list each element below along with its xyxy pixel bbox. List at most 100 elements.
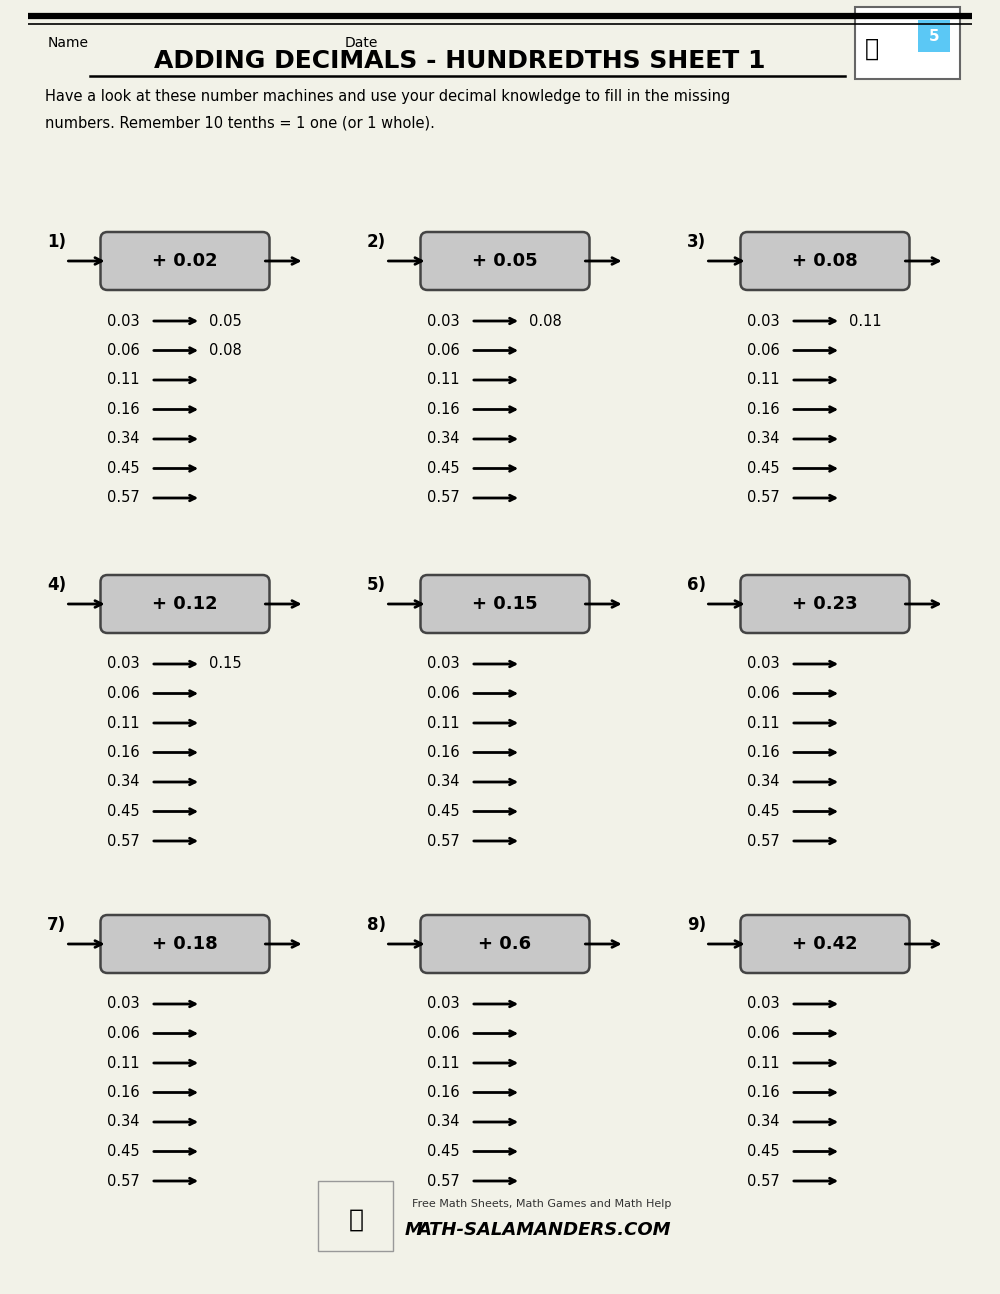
Text: 0.06: 0.06 bbox=[747, 343, 780, 358]
Text: + 0.08: + 0.08 bbox=[792, 252, 858, 270]
FancyBboxPatch shape bbox=[740, 232, 909, 290]
FancyBboxPatch shape bbox=[918, 19, 950, 52]
Text: 🦒: 🦒 bbox=[349, 1209, 364, 1232]
Text: 0.16: 0.16 bbox=[747, 402, 780, 417]
Text: 0.11: 0.11 bbox=[427, 716, 460, 731]
FancyBboxPatch shape bbox=[740, 575, 909, 633]
Text: Free Math Sheets, Math Games and Math Help: Free Math Sheets, Math Games and Math He… bbox=[412, 1200, 671, 1209]
Text: 0.06: 0.06 bbox=[107, 686, 140, 701]
Text: 0.34: 0.34 bbox=[747, 431, 780, 446]
Text: 0.34: 0.34 bbox=[427, 775, 459, 789]
Text: 0.03: 0.03 bbox=[427, 313, 460, 329]
Text: + 0.02: + 0.02 bbox=[152, 252, 218, 270]
Text: 0.34: 0.34 bbox=[747, 1114, 780, 1130]
Text: 0.03: 0.03 bbox=[427, 656, 460, 672]
Text: 0.16: 0.16 bbox=[427, 1084, 460, 1100]
FancyBboxPatch shape bbox=[318, 1181, 393, 1251]
Text: 4): 4) bbox=[47, 576, 66, 594]
Text: 0.11: 0.11 bbox=[747, 373, 780, 387]
Text: 0.03: 0.03 bbox=[427, 996, 460, 1012]
Text: 0.06: 0.06 bbox=[427, 1026, 460, 1040]
Text: 0.16: 0.16 bbox=[427, 402, 460, 417]
Text: 0.45: 0.45 bbox=[107, 1144, 140, 1159]
Text: 5: 5 bbox=[929, 28, 939, 44]
Text: 0.34: 0.34 bbox=[427, 431, 459, 446]
Text: M: M bbox=[405, 1222, 423, 1238]
Text: 0.45: 0.45 bbox=[107, 461, 140, 476]
Text: 0.11: 0.11 bbox=[107, 716, 140, 731]
Text: 0.34: 0.34 bbox=[107, 431, 140, 446]
Text: 0.06: 0.06 bbox=[747, 686, 780, 701]
Text: 0.16: 0.16 bbox=[427, 745, 460, 760]
Text: 0.45: 0.45 bbox=[747, 804, 780, 819]
Text: 0.16: 0.16 bbox=[107, 1084, 140, 1100]
Text: 0.11: 0.11 bbox=[107, 373, 140, 387]
Text: + 0.12: + 0.12 bbox=[152, 595, 218, 613]
Text: 0.34: 0.34 bbox=[107, 1114, 140, 1130]
Text: + 0.6: + 0.6 bbox=[478, 936, 532, 952]
Text: 0.11: 0.11 bbox=[427, 373, 460, 387]
Text: 0.16: 0.16 bbox=[747, 745, 780, 760]
Text: 0.57: 0.57 bbox=[427, 490, 460, 506]
Text: 5): 5) bbox=[367, 576, 386, 594]
Text: Name: Name bbox=[48, 36, 89, 50]
Text: 0.03: 0.03 bbox=[107, 313, 140, 329]
FancyBboxPatch shape bbox=[740, 915, 909, 973]
Text: 0.03: 0.03 bbox=[107, 656, 140, 672]
Text: 0.34: 0.34 bbox=[107, 775, 140, 789]
Text: + 0.15: + 0.15 bbox=[472, 595, 538, 613]
FancyBboxPatch shape bbox=[420, 915, 590, 973]
Text: 0.45: 0.45 bbox=[747, 1144, 780, 1159]
Text: 0.06: 0.06 bbox=[427, 343, 460, 358]
Text: 0.57: 0.57 bbox=[107, 1174, 140, 1188]
Text: 0.34: 0.34 bbox=[747, 775, 780, 789]
Text: Have a look at these number machines and use your decimal knowledge to fill in t: Have a look at these number machines and… bbox=[45, 89, 730, 104]
Text: 0.57: 0.57 bbox=[107, 490, 140, 506]
Text: 🦒: 🦒 bbox=[865, 38, 879, 61]
Text: 3): 3) bbox=[687, 233, 706, 251]
FancyBboxPatch shape bbox=[855, 6, 960, 79]
Text: 0.57: 0.57 bbox=[747, 490, 780, 506]
Text: 0.06: 0.06 bbox=[107, 1026, 140, 1040]
Text: 0.06: 0.06 bbox=[107, 343, 140, 358]
Text: 0.03: 0.03 bbox=[747, 996, 780, 1012]
Text: 0.06: 0.06 bbox=[427, 686, 460, 701]
Text: 0.57: 0.57 bbox=[427, 833, 460, 849]
Text: + 0.42: + 0.42 bbox=[792, 936, 858, 952]
Text: 0.15: 0.15 bbox=[209, 656, 242, 672]
Text: 0.16: 0.16 bbox=[747, 1084, 780, 1100]
Text: 0.45: 0.45 bbox=[427, 1144, 460, 1159]
FancyBboxPatch shape bbox=[101, 915, 270, 973]
Text: Date: Date bbox=[345, 36, 378, 50]
Text: 0.03: 0.03 bbox=[747, 313, 780, 329]
FancyBboxPatch shape bbox=[101, 232, 270, 290]
Text: 0.45: 0.45 bbox=[427, 804, 460, 819]
FancyBboxPatch shape bbox=[420, 575, 590, 633]
Text: numbers. Remember 10 tenths = 1 one (or 1 whole).: numbers. Remember 10 tenths = 1 one (or … bbox=[45, 116, 435, 131]
Text: 0.57: 0.57 bbox=[747, 833, 780, 849]
Text: 0.16: 0.16 bbox=[107, 745, 140, 760]
Text: 0.45: 0.45 bbox=[747, 461, 780, 476]
Text: 2): 2) bbox=[367, 233, 386, 251]
Text: 0.45: 0.45 bbox=[107, 804, 140, 819]
Text: + 0.05: + 0.05 bbox=[472, 252, 538, 270]
Text: 0.06: 0.06 bbox=[747, 1026, 780, 1040]
Text: 0.57: 0.57 bbox=[427, 1174, 460, 1188]
Text: 0.11: 0.11 bbox=[849, 313, 882, 329]
FancyBboxPatch shape bbox=[101, 575, 270, 633]
Text: 0.05: 0.05 bbox=[209, 313, 242, 329]
Text: 0.45: 0.45 bbox=[427, 461, 460, 476]
Text: 7): 7) bbox=[47, 916, 66, 934]
Text: 8): 8) bbox=[367, 916, 386, 934]
Text: 0.57: 0.57 bbox=[107, 833, 140, 849]
Text: 0.08: 0.08 bbox=[529, 313, 562, 329]
Text: + 0.23: + 0.23 bbox=[792, 595, 858, 613]
Text: 6): 6) bbox=[687, 576, 706, 594]
Text: 0.34: 0.34 bbox=[427, 1114, 459, 1130]
FancyBboxPatch shape bbox=[420, 232, 590, 290]
Text: ATH-SALAMANDERS.COM: ATH-SALAMANDERS.COM bbox=[418, 1222, 671, 1238]
Text: ADDING DECIMALS - HUNDREDTHS SHEET 1: ADDING DECIMALS - HUNDREDTHS SHEET 1 bbox=[154, 49, 766, 72]
Text: + 0.18: + 0.18 bbox=[152, 936, 218, 952]
Text: 0.16: 0.16 bbox=[107, 402, 140, 417]
Text: 9): 9) bbox=[687, 916, 706, 934]
